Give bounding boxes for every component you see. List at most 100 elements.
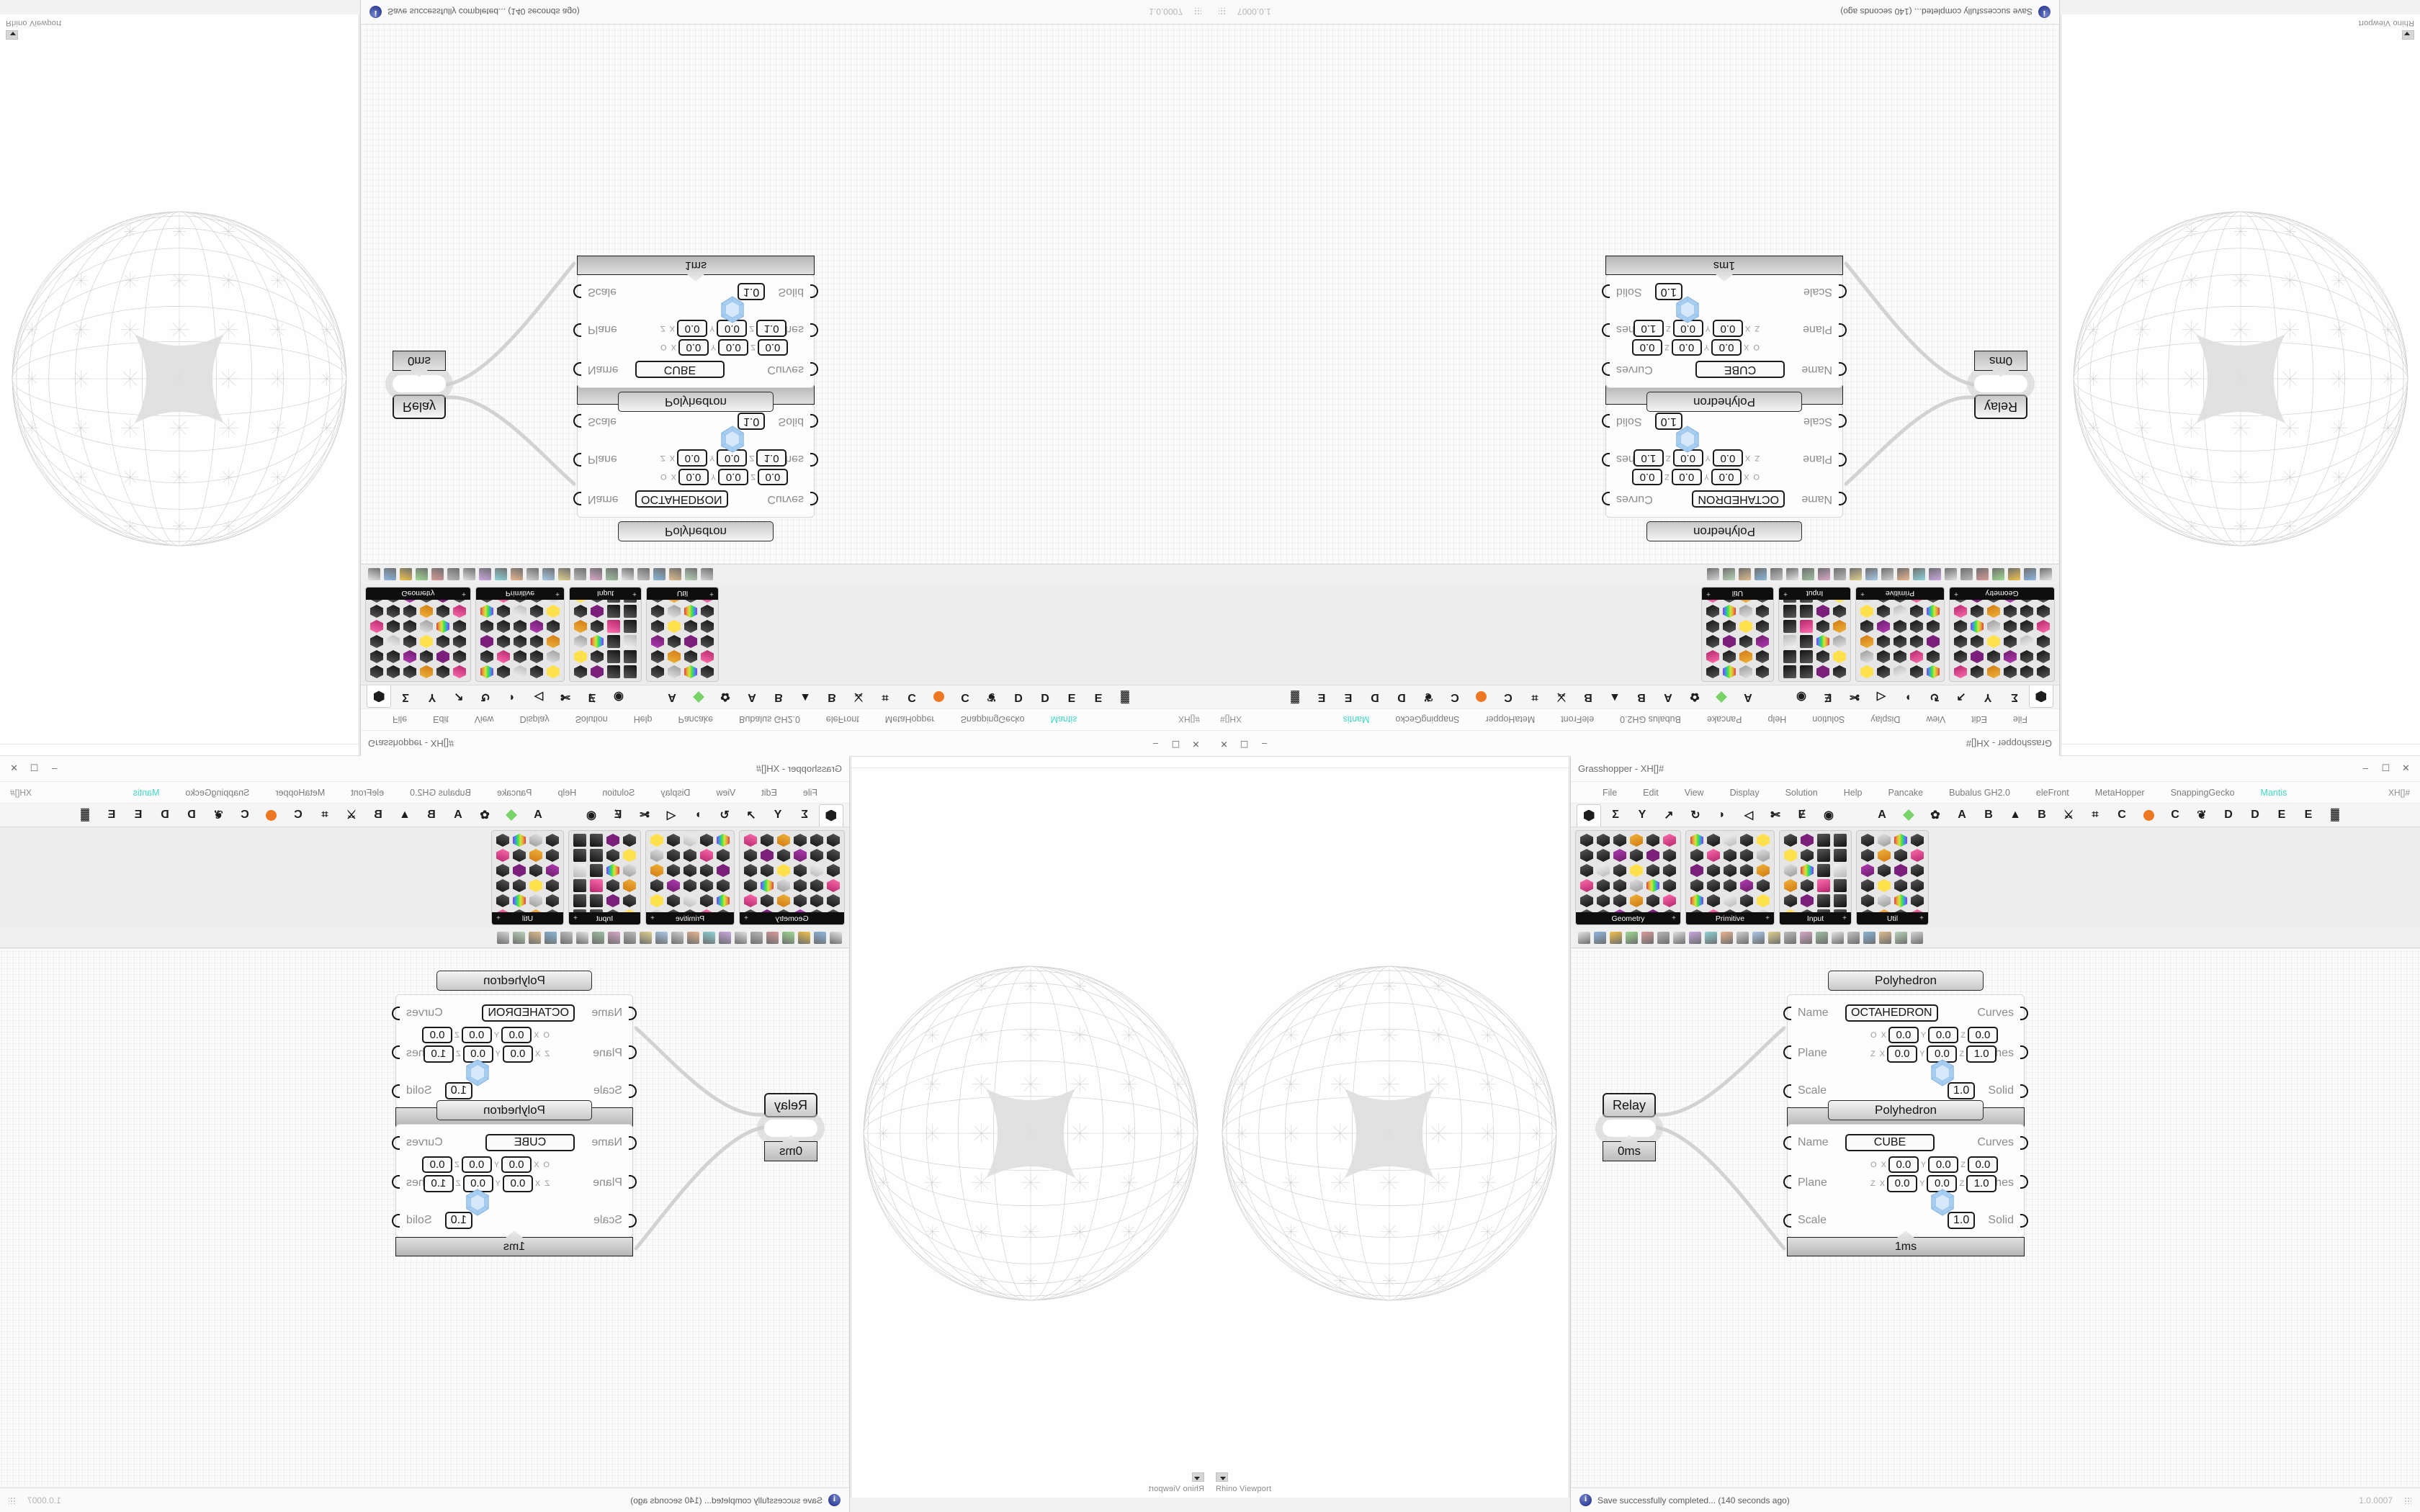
plane-x-field[interactable]: 0.0	[1887, 1175, 1918, 1192]
component-icon[interactable]	[809, 878, 825, 893]
scale-field[interactable]: 1.0	[444, 1081, 472, 1100]
component-icon[interactable]	[1721, 649, 1737, 664]
relay-node[interactable]: Relay 0ms	[393, 351, 446, 419]
palette-label-primitive[interactable]: Primitive +	[1856, 588, 1944, 600]
component-caption[interactable]: Polyhedron	[618, 521, 774, 541]
output-port-curves[interactable]	[2020, 1007, 2028, 1020]
component-body[interactable]: Name CUBE Curves Plane O X 0.0 Y 0.0 Z 0.0 Z X 0.0 Y 0.…	[392, 1124, 637, 1238]
name-field[interactable]: OCTAHEDRON	[482, 1004, 575, 1022]
component-icon[interactable]	[1986, 665, 2002, 679]
rhino-viewport-panel[interactable]: Rhino Viewport	[1210, 756, 1569, 1498]
letter-c2-icon[interactable]: C	[233, 804, 257, 827]
component-icon[interactable]	[1783, 863, 1798, 878]
component-icon[interactable]	[1612, 833, 1628, 847]
plane-z-field[interactable]: 1.0	[1966, 1045, 1997, 1063]
plane-z-field[interactable]: 0.0	[1967, 1156, 1998, 1174]
secondary-toolbar[interactable]	[361, 564, 1210, 584]
component-icon[interactable]	[1754, 634, 1770, 649]
palette-expand-icon[interactable]: +	[1919, 914, 1924, 922]
output-port-meshes[interactable]	[392, 1045, 400, 1059]
component-icon[interactable]	[666, 634, 682, 649]
eye-icon[interactable]: ◉	[1816, 804, 1841, 827]
shape-icon[interactable]: ◗	[1896, 686, 1920, 708]
component-icon[interactable]	[1860, 878, 1876, 893]
bird-icon[interactable]: ❦	[206, 804, 230, 827]
plane-z-field[interactable]: 0.0	[1967, 1027, 1998, 1044]
orange-dot-icon[interactable]	[2136, 804, 2161, 827]
toolbar-icon[interactable]	[671, 932, 684, 944]
component-palette-bar[interactable]: Geometry + Primitive + Input + Util +	[361, 584, 1210, 685]
output-port-meshes[interactable]	[1602, 323, 1610, 337]
menu-item-edit[interactable]: Edit	[1971, 714, 1987, 725]
polyhedron-component[interactable]: Polyhedron Name OCTAHEDRON Curves Plane O X 0.0…	[392, 971, 637, 1127]
component-icon[interactable]	[528, 863, 544, 878]
menu-item-file[interactable]: File	[393, 714, 408, 725]
toolbar-icon[interactable]	[1784, 932, 1796, 944]
component-icon[interactable]	[479, 619, 495, 634]
component-icon[interactable]	[588, 863, 604, 878]
letter-e2-icon[interactable]: E	[1086, 686, 1111, 708]
toolbar-icon[interactable]	[1723, 568, 1735, 580]
close-button[interactable]: ✕	[2402, 762, 2410, 773]
palette-primitive[interactable]: Primitive +	[475, 587, 565, 682]
component-icon[interactable]	[529, 604, 544, 618]
input-port-name[interactable]	[1839, 492, 1847, 505]
component-icon[interactable]	[544, 863, 560, 878]
arrow-icon[interactable]: ↗	[1657, 804, 1681, 827]
component-icon[interactable]	[683, 665, 699, 679]
component-icon[interactable]	[792, 863, 808, 878]
component-icon[interactable]	[1909, 878, 1925, 893]
menu-item-metahopper[interactable]: MetaHopper	[1485, 714, 1536, 725]
mountain-icon[interactable]: ▲	[2003, 804, 2027, 827]
component-icon[interactable]	[1755, 878, 1771, 893]
component-icon[interactable]	[649, 863, 665, 878]
component-icon[interactable]	[589, 634, 605, 649]
component-icon[interactable]	[622, 863, 637, 878]
menu-item-display[interactable]: Display	[519, 714, 550, 725]
menu-item-file[interactable]: File	[802, 787, 817, 798]
component-icon[interactable]	[1986, 604, 2002, 618]
toolbar-icon[interactable]	[574, 568, 586, 580]
minimize-button[interactable]: –	[2362, 762, 2369, 773]
component-icon[interactable]	[1909, 665, 1924, 679]
component-caption[interactable]: Polyhedron	[1646, 521, 1802, 541]
leaf-icon[interactable]	[499, 804, 524, 827]
component-caption[interactable]: Polyhedron	[1828, 971, 1984, 991]
component-palette-bar[interactable]: Geometry + Primitive + Input + Util +	[1210, 584, 2059, 685]
relay-dot[interactable]	[764, 1120, 817, 1137]
plane-y-field[interactable]: 0.0	[1671, 338, 1702, 356]
component-icon[interactable]	[1969, 604, 1985, 618]
component-icon[interactable]	[572, 848, 588, 863]
letter-e2-icon[interactable]: E	[99, 804, 124, 827]
toolbar-icon[interactable]	[1768, 932, 1780, 944]
component-icon[interactable]	[1925, 619, 1941, 634]
component-icon[interactable]	[825, 863, 841, 878]
component-icon[interactable]	[2035, 649, 2051, 664]
bird-icon[interactable]: ❦	[980, 686, 1004, 708]
component-icon[interactable]	[743, 833, 758, 847]
input-port-name[interactable]	[573, 492, 581, 505]
polyhedron-component[interactable]: Polyhedron Name OCTAHEDRON Curves Plane O X 0.0…	[573, 385, 818, 541]
mountain-icon[interactable]: ▲	[793, 686, 817, 708]
toolbar-icon[interactable]	[400, 568, 412, 580]
palette-primitive[interactable]: Primitive +	[645, 830, 735, 925]
component-icon[interactable]	[573, 619, 588, 634]
menu-item-elefront[interactable]: eleFront	[2035, 787, 2069, 798]
component-icon[interactable]	[1612, 878, 1628, 893]
component-icon[interactable]	[1815, 619, 1831, 634]
toolbar-icon[interactable]	[590, 568, 602, 580]
component-icon[interactable]	[1909, 619, 1924, 634]
quadrant-top-left[interactable]: Rhino Viewport Grasshopper - XH[]# – ☐ ✕…	[0, 0, 1210, 756]
component-icon[interactable]	[418, 604, 434, 618]
plane-x-field[interactable]: 0.0	[501, 1156, 532, 1174]
component-icon[interactable]	[1799, 848, 1815, 863]
dither-icon[interactable]: ▓	[1113, 686, 1137, 708]
component-icon[interactable]	[650, 634, 666, 649]
component-icon[interactable]	[573, 604, 588, 618]
component-icon[interactable]	[1832, 863, 1848, 878]
resize-grip[interactable]	[2404, 1496, 2411, 1504]
menu-item-snappinggecko[interactable]: SnappingGecko	[1395, 714, 1460, 725]
hex-icon[interactable]	[2029, 685, 2053, 708]
close-button[interactable]: ✕	[1192, 739, 1200, 750]
component-icon[interactable]	[1595, 833, 1611, 847]
